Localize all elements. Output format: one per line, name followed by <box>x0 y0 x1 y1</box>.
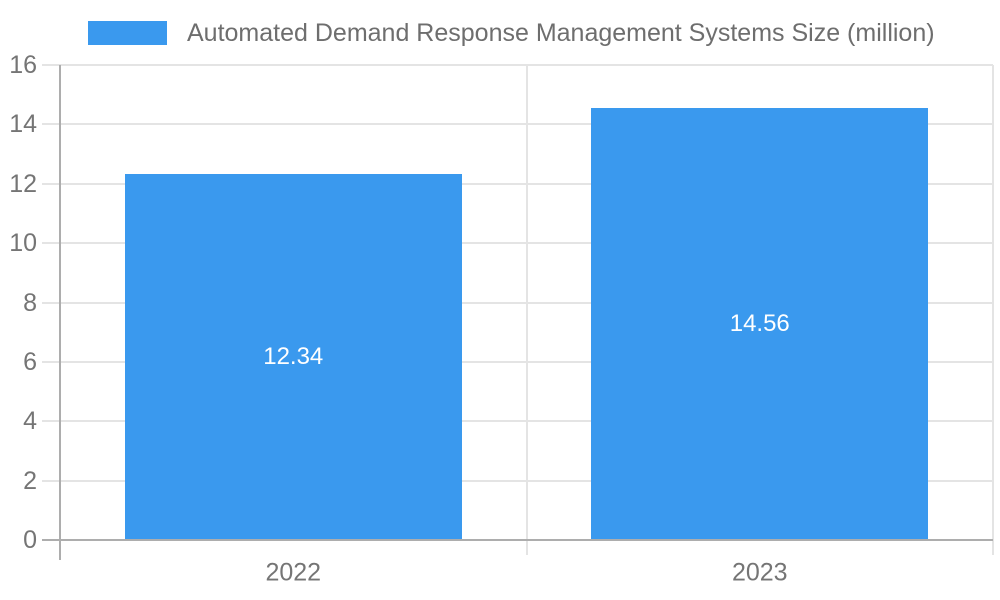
x-tick-label: 2022 <box>265 558 322 587</box>
x-tick-label: 2023 <box>731 558 788 587</box>
y-tick-label: 6 <box>23 347 37 376</box>
category-divider <box>992 65 994 555</box>
gridline <box>42 64 993 66</box>
gridline <box>42 242 993 245</box>
bar-value-label: 12.34 <box>263 342 324 370</box>
x-axis-line <box>42 539 993 541</box>
gridline <box>42 123 993 126</box>
category-divider <box>525 65 528 555</box>
legend-swatch <box>88 21 167 45</box>
y-tick-label: 8 <box>23 288 37 317</box>
y-tick-label: 0 <box>23 526 37 554</box>
bar[interactable] <box>124 173 462 540</box>
y-tick-label: 10 <box>9 229 37 258</box>
gridline <box>42 182 993 185</box>
y-axis-line <box>59 65 61 560</box>
bar-value-label: 14.56 <box>729 309 790 337</box>
gridline <box>42 301 993 304</box>
legend-label: Automated Demand Response Management Sys… <box>187 18 935 47</box>
y-tick-label: 4 <box>23 407 37 436</box>
y-tick-label: 2 <box>23 466 37 495</box>
y-tick-label: 14 <box>9 110 37 139</box>
gridline <box>42 479 993 482</box>
bar[interactable] <box>591 107 929 540</box>
y-tick-label: 16 <box>9 51 37 79</box>
gridline <box>42 360 993 363</box>
gridline <box>42 420 993 423</box>
y-tick-label: 12 <box>9 169 37 198</box>
legend[interactable]: Automated Demand Response Management Sys… <box>88 17 935 49</box>
